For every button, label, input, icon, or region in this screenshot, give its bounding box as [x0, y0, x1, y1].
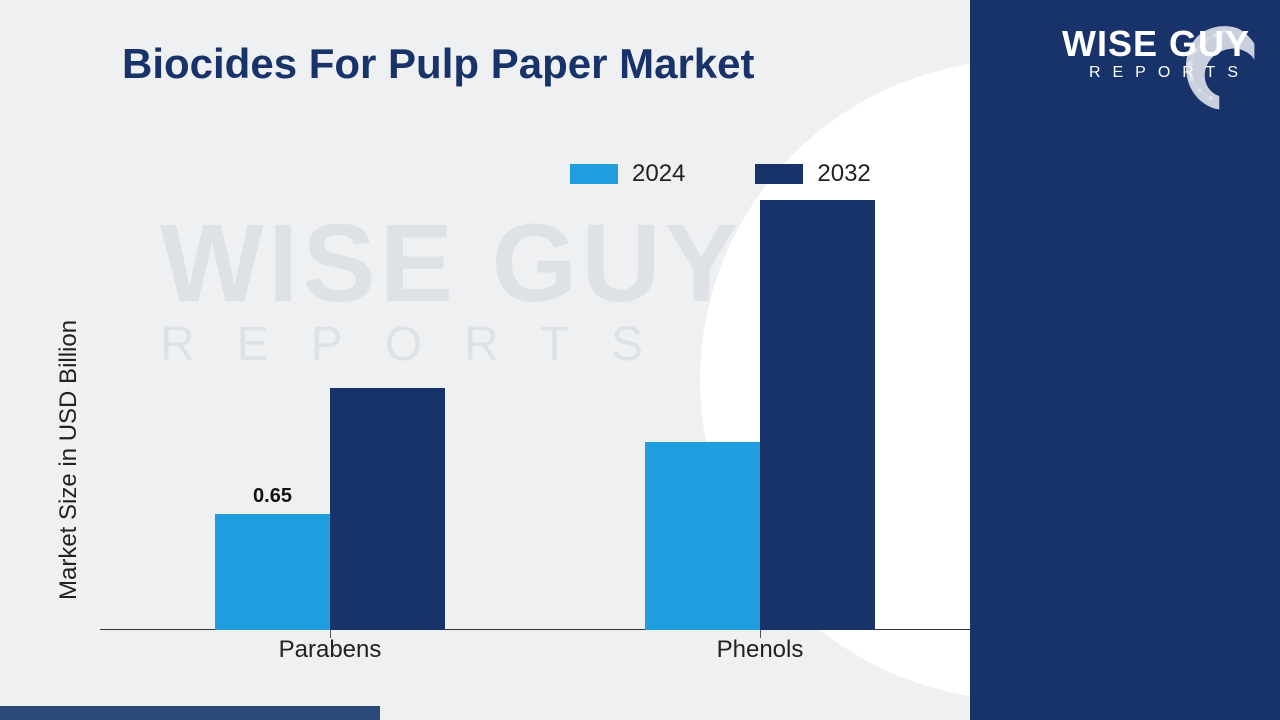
bar-parabens-2032 — [330, 388, 445, 630]
category-label-phenols: Phenols — [717, 636, 804, 664]
bottom-bar — [0, 706, 380, 720]
chart-title: Biocides For Pulp Paper Market — [122, 40, 755, 88]
bar-parabens-2024 — [215, 514, 330, 630]
legend-label-2024: 2024 — [632, 160, 685, 188]
legend-swatch-2032 — [755, 164, 803, 184]
legend: 2024 2032 — [570, 160, 871, 188]
x-tick — [760, 630, 761, 638]
bar-phenols-2024 — [645, 442, 760, 630]
brand-main: WISE GUY — [1062, 25, 1250, 63]
y-axis-label: Market Size in USD Billion — [55, 320, 83, 600]
page-root: WISE GUY REPORTS Biocides For Pulp Paper… — [0, 0, 1280, 720]
brand-sub: REPORTS — [1062, 65, 1250, 82]
legend-item-2032: 2032 — [755, 160, 870, 188]
bar-phenols-2032 — [760, 200, 875, 630]
x-tick — [330, 630, 331, 638]
category-label-parabens: Parabens — [279, 636, 382, 664]
value-label-parabens: 0.65 — [253, 485, 292, 508]
plot-area: 0.65ParabensPhenols — [100, 200, 970, 630]
legend-swatch-2024 — [570, 164, 618, 184]
legend-item-2024: 2024 — [570, 160, 685, 188]
legend-label-2032: 2032 — [817, 160, 870, 188]
brand-block: WISE GUY REPORTS — [1062, 25, 1250, 82]
